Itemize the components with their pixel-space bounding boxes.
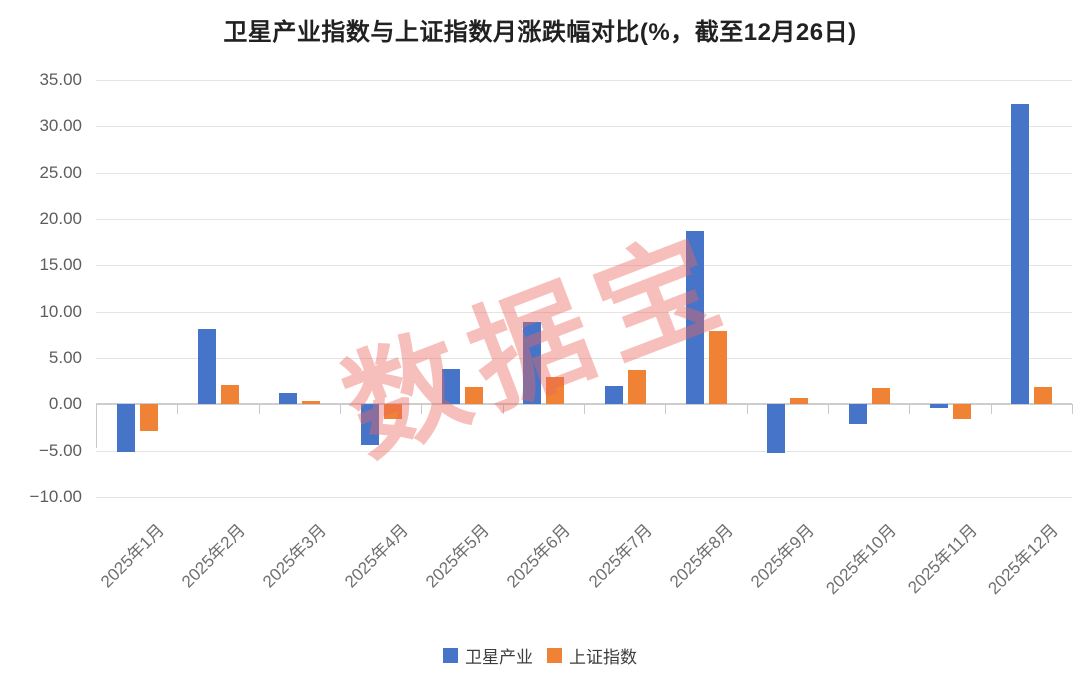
bar-group xyxy=(96,80,177,497)
legend-swatch-shanghai-orange xyxy=(547,648,562,663)
axis-tick xyxy=(340,404,341,415)
bar-group xyxy=(340,80,421,497)
bar-s1-month10 xyxy=(871,387,890,405)
gridline xyxy=(96,172,1072,174)
legend-label-satellite: 卫星产业 xyxy=(465,648,533,667)
bar-group xyxy=(421,80,502,497)
bar-s0-month7 xyxy=(604,385,623,405)
x-tick-label: 2025年11月 xyxy=(904,520,981,598)
x-tick-label: 2025年6月 xyxy=(503,520,575,592)
axis-tick xyxy=(177,404,179,415)
bar-s1-month9 xyxy=(790,397,809,405)
bar-s0-month1 xyxy=(116,404,135,452)
axis-tick xyxy=(990,404,992,415)
bar-s1-month7 xyxy=(627,370,646,405)
bar-s0-month2 xyxy=(197,329,216,405)
bar-s1-month1 xyxy=(139,404,158,432)
plot-area: 数据宝 xyxy=(96,80,1073,498)
bar-s1-month5 xyxy=(464,386,483,405)
bar-group xyxy=(909,80,990,497)
chart-title: 卫星产业指数与上证指数月涨跌幅对比(%，截至12月26日) xyxy=(223,19,857,46)
axis-tick xyxy=(584,404,585,415)
bar-s1-month6 xyxy=(546,377,565,405)
bar-s1-month2 xyxy=(220,384,239,405)
gridline xyxy=(96,497,1072,498)
bar-s0-month12 xyxy=(1011,104,1030,405)
x-tick-label: 2025年12月 xyxy=(984,520,1063,599)
y-tick-label: −10.00 xyxy=(29,487,82,506)
y-tick-label: 0.00 xyxy=(48,394,82,414)
gridline xyxy=(96,218,1072,220)
bar-s0-month10 xyxy=(848,404,867,424)
x-tick-label: 2025年9月 xyxy=(747,520,819,592)
bar-s0-month9 xyxy=(767,404,786,453)
bar-group xyxy=(259,80,340,497)
axis-tick xyxy=(828,404,829,415)
gridline xyxy=(96,311,1072,313)
axis-tick xyxy=(96,404,97,449)
legend-swatch-satellite-blue xyxy=(443,648,458,663)
axis-tick xyxy=(258,404,260,415)
y-tick-label: 15.00 xyxy=(39,255,82,275)
legend-label-shanghai-index: 上证指数 xyxy=(569,648,637,667)
bar-s0-month11 xyxy=(929,404,948,409)
bar-group xyxy=(177,80,258,497)
bar-s1-month3 xyxy=(302,400,321,405)
x-tick-label: 2025年4月 xyxy=(340,520,412,592)
y-tick-label: 35.00 xyxy=(39,70,82,89)
gridline xyxy=(96,80,1072,81)
y-tick-label: 25.00 xyxy=(39,162,82,182)
legend: 卫星产业 上证指数 xyxy=(0,643,1080,668)
bar-group xyxy=(991,80,1072,497)
x-tick-label: 2025年5月 xyxy=(422,520,493,592)
y-tick-label: 5.00 xyxy=(48,347,82,367)
y-axis-labels: 35.00 30.00 25.00 20.00 15.00 10.00 5.00 0.00 −5… xyxy=(0,70,96,506)
bar-s0-month8 xyxy=(685,231,704,405)
gridline xyxy=(96,265,1072,267)
x-tick-label: 2025年10月 xyxy=(822,520,900,599)
bar-group xyxy=(503,80,584,497)
bar-group xyxy=(665,80,746,497)
bar-group xyxy=(747,80,828,497)
bar-s0-month3 xyxy=(279,393,298,405)
axis-tick xyxy=(421,404,423,415)
x-tick-label: 2025年2月 xyxy=(178,520,249,592)
x-tick-label: 2025年1月 xyxy=(96,520,168,592)
bar-group xyxy=(584,80,665,497)
gridline xyxy=(96,450,1072,452)
gridline xyxy=(96,357,1072,359)
bar-s0-month4 xyxy=(360,404,379,446)
axis-tick xyxy=(909,404,911,415)
bar-group xyxy=(828,80,909,497)
axis-tick xyxy=(746,404,748,415)
legend-item-shanghai-index: 上证指数 xyxy=(547,643,637,668)
bar-s0-month5 xyxy=(441,369,460,405)
y-tick-label: 20.00 xyxy=(39,208,82,228)
axis-tick xyxy=(502,404,504,415)
bar-s0-month6 xyxy=(523,321,542,405)
bar-s1-month8 xyxy=(708,331,727,405)
y-tick-label: 10.00 xyxy=(39,301,82,321)
y-tick-label: 30.00 xyxy=(39,116,82,136)
x-tick-label: 2025年7月 xyxy=(584,520,656,592)
axis-tick xyxy=(1072,404,1073,415)
bar-s1-month11 xyxy=(952,404,971,420)
gridline xyxy=(96,126,1072,128)
axis-tick xyxy=(665,404,667,415)
y-tick-label: −5.00 xyxy=(38,440,82,460)
bar-s1-month12 xyxy=(1034,386,1053,405)
x-axis-labels: 2025年1月 2025年2月 2025年3月 2025年4月 2025年5月 2025年… xyxy=(96,509,1072,624)
legend-item-satellite: 卫星产业 xyxy=(443,643,533,668)
x-tick-label: 2025年3月 xyxy=(259,520,331,592)
x-tick-label: 2025年8月 xyxy=(666,520,737,592)
bar-s1-month4 xyxy=(383,404,402,420)
